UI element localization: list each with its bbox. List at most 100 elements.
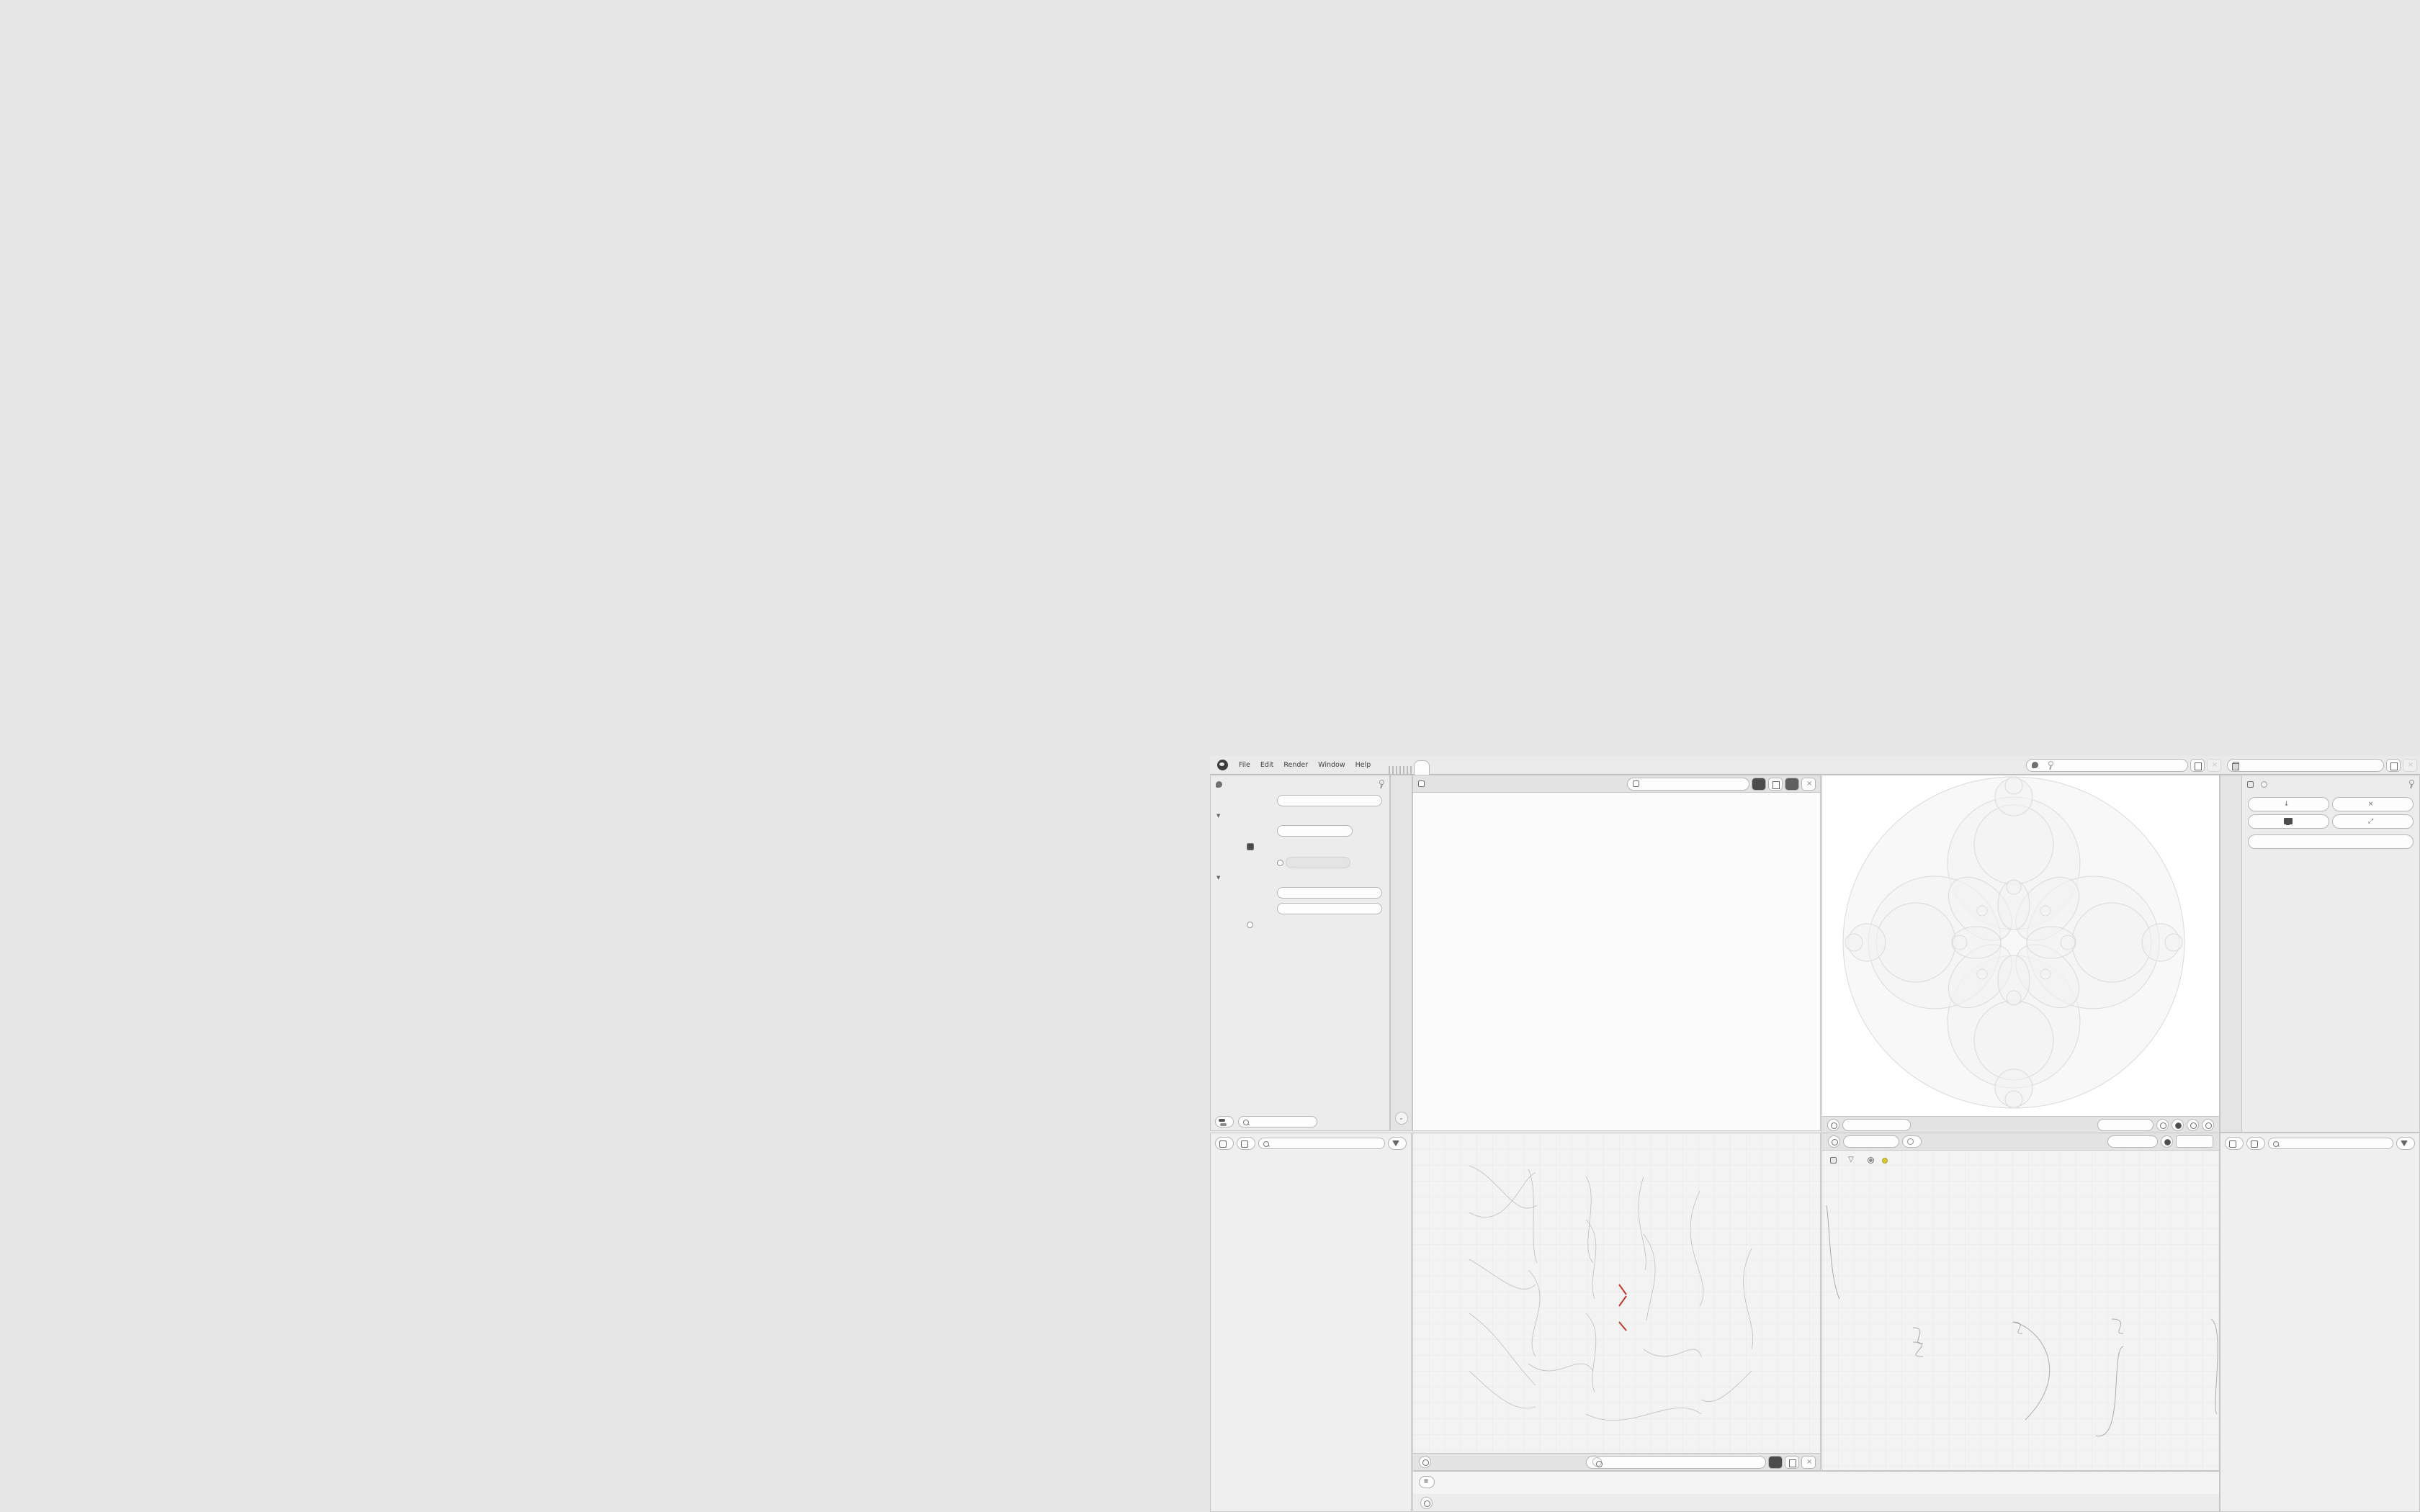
object-icon [2246, 780, 2254, 788]
new-viewlayer-button[interactable] [2386, 758, 2401, 772]
text-datablock-selector[interactable] [1627, 777, 1749, 791]
viewport-vis-button[interactable] [2248, 814, 2329, 829]
filter-funnel-button[interactable] [2396, 1137, 2415, 1150]
fake-user-shield-button[interactable] [1752, 777, 1766, 791]
viewport-denoising-row[interactable] [1211, 917, 1389, 932]
chevron-down-icon[interactable]: ⌄ [1394, 1112, 1408, 1125]
remove-viewlayer-button[interactable] [2403, 758, 2417, 772]
menubar-item[interactable]: Window [1318, 761, 1345, 769]
viewport-header [1822, 1116, 2219, 1133]
outliner-right [2220, 1133, 2420, 1512]
display-mode-select[interactable] [2225, 1137, 2244, 1150]
editor-type-icon[interactable] [1827, 1119, 1839, 1131]
top-menu-bar: File Edit Render Window Help [1210, 756, 2420, 775]
menubar-item[interactable]: Help [1355, 761, 1371, 769]
transform-orientation-select[interactable] [2097, 1119, 2154, 1131]
overscan-checkbox[interactable] [1277, 859, 1283, 866]
workspace-tab[interactable] [1410, 765, 1412, 775]
workspace-tab[interactable] [1392, 765, 1394, 775]
unlink-scene-button[interactable] [2207, 758, 2221, 772]
unlink-text-button[interactable] [1801, 777, 1816, 791]
node-wires [1469, 1165, 1753, 1421]
add-modifier-select[interactable] [2248, 834, 2414, 849]
apply-all-button[interactable]: ↓ [2248, 797, 2329, 811]
filter-id-select[interactable] [2246, 1137, 2265, 1150]
workspace-tab[interactable] [1396, 765, 1398, 775]
kaleidoscope-render [1842, 776, 2185, 1109]
samples-render-field[interactable] [1277, 887, 1382, 899]
text-editor-icon[interactable] [1417, 780, 1425, 788]
properties-filter-toggle[interactable] [1215, 1116, 1234, 1128]
quadrant-bottom-right: File Edit Render Window Help [1210, 756, 2420, 1512]
pivot-point-icon[interactable] [2156, 1119, 2169, 1131]
blender-window: File Edit Render Window Help [1210, 756, 2420, 1512]
outliner-search-input[interactable] [2268, 1138, 2393, 1149]
shader-breadcrumb [1829, 1156, 1888, 1164]
shader-editor-icon[interactable] [1828, 1135, 1840, 1148]
shader-type-select[interactable] [1843, 1135, 1899, 1148]
workspace-tab[interactable] [1407, 765, 1409, 775]
quadrant-bottom-left [0, 756, 1210, 1512]
quadrant-top-right [1210, 0, 2420, 756]
add-workspace-tab[interactable] [1414, 760, 1430, 775]
node-tree-selector[interactable] [1586, 1455, 1766, 1469]
new-tree-button[interactable] [1785, 1455, 1799, 1469]
info-editor [1412, 1471, 2220, 1512]
viewport-denoising-checkbox[interactable] [1247, 921, 1253, 928]
proportional-edit-icon[interactable] [2187, 1119, 2199, 1131]
toggle-stack-button[interactable]: ⤢ [2332, 814, 2414, 829]
workspace-tab[interactable] [1389, 765, 1391, 775]
unlink-tree-button[interactable] [1801, 1455, 1816, 1469]
menubar-item[interactable]: Edit [1260, 761, 1274, 769]
python-code[interactable] [1423, 798, 1816, 1113]
viewport-canvas[interactable] [1822, 775, 2219, 1116]
film-panel-header[interactable]: ▼ [1216, 813, 1221, 819]
properties-search-input[interactable] [1238, 1116, 1317, 1128]
overlays-icon[interactable] [2202, 1119, 2214, 1131]
blender-logo-icon[interactable] [1217, 760, 1228, 770]
material-name-field[interactable] [2176, 1135, 2213, 1148]
new-scene-button[interactable] [2190, 758, 2205, 772]
scene-selector[interactable] [2026, 758, 2188, 772]
transparent-row[interactable] [1211, 839, 1389, 855]
active-output-dot [1882, 1157, 1888, 1164]
viewlayer-selector[interactable] [2227, 758, 2384, 772]
slot-select[interactable] [2107, 1135, 2158, 1148]
menubar-item[interactable]: Render [1283, 761, 1309, 769]
text-editor-header [1413, 775, 1820, 793]
filter-funnel-button[interactable] [1388, 1137, 1407, 1150]
filter-size-field[interactable] [1277, 825, 1353, 837]
snap-magnet-icon[interactable] [2172, 1119, 2184, 1131]
workspace-tab[interactable] [1399, 765, 1402, 775]
render-engine-select[interactable] [1277, 795, 1382, 806]
display-mode-select[interactable] [1215, 1137, 1234, 1150]
shader-wires [1826, 1205, 2218, 1436]
info-log-line[interactable] [1419, 1476, 1440, 1488]
transparent-checkbox[interactable] [1247, 843, 1254, 850]
pin-icon[interactable] [1376, 779, 1385, 789]
modifier-icon [2260, 780, 2268, 788]
material-preview-icon[interactable] [2161, 1135, 2173, 1148]
filter-id-select[interactable] [1237, 1137, 1255, 1150]
info-editor-icon[interactable] [1420, 1496, 1433, 1509]
sverchok-editor-icon[interactable] [1419, 1456, 1431, 1468]
text-icon [1632, 780, 1640, 788]
overscan-field[interactable] [1285, 857, 1350, 868]
material-icon [1867, 1156, 1875, 1164]
open-folder-button[interactable] [1785, 777, 1799, 791]
new-text-button[interactable] [1768, 777, 1783, 791]
mode-select[interactable] [1842, 1119, 1911, 1131]
menubar-item[interactable]: File [1239, 761, 1250, 769]
workspace-tab[interactable] [1403, 765, 1405, 775]
fake-user-shield-button[interactable] [1768, 1455, 1783, 1469]
use-nodes-toggle[interactable] [1902, 1135, 1922, 1148]
workspace-tabs [1389, 756, 1432, 775]
delete-all-button[interactable]: × [2332, 797, 2414, 811]
outliner-tree [1211, 1155, 1411, 1511]
pin-icon[interactable] [2045, 760, 2054, 770]
sampling-panel-header[interactable]: ▼ [1216, 875, 1221, 881]
samples-viewport-field[interactable] [1277, 903, 1382, 914]
outliner-search-input[interactable] [1258, 1138, 1385, 1149]
pin-icon[interactable] [2406, 779, 2415, 789]
